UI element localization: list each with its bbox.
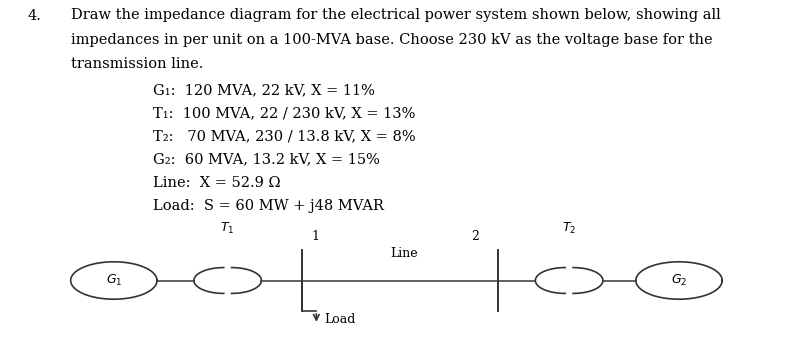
Text: Line: Line xyxy=(390,247,418,260)
Text: impedances in per unit on a 100-MVA base. Choose 230 kV as the voltage base for : impedances in per unit on a 100-MVA base… xyxy=(71,33,712,47)
Text: Line:  X = 52.9 Ω: Line: X = 52.9 Ω xyxy=(153,176,281,190)
Text: transmission line.: transmission line. xyxy=(71,57,203,71)
Text: Draw the impedance diagram for the electrical power system shown below, showing : Draw the impedance diagram for the elect… xyxy=(71,8,721,22)
Text: T₁:  100 MVA, 22 / 230 kV, X = 13%: T₁: 100 MVA, 22 / 230 kV, X = 13% xyxy=(153,106,415,120)
Text: G₁:  120 MVA, 22 kV, X = 11%: G₁: 120 MVA, 22 kV, X = 11% xyxy=(153,83,375,97)
Text: $T_1$: $T_1$ xyxy=(221,221,235,236)
Text: T₂:   70 MVA, 230 / 13.8 kV, X = 8%: T₂: 70 MVA, 230 / 13.8 kV, X = 8% xyxy=(153,130,416,143)
Text: $G_2$: $G_2$ xyxy=(671,273,687,288)
Text: G₂:  60 MVA, 13.2 kV, X = 15%: G₂: 60 MVA, 13.2 kV, X = 15% xyxy=(153,153,380,167)
Text: Load:  S = 60 MW + j48 MVAR: Load: S = 60 MW + j48 MVAR xyxy=(153,199,384,213)
Text: $T_2$: $T_2$ xyxy=(562,221,576,236)
Text: 1: 1 xyxy=(312,230,319,243)
Text: $G_1$: $G_1$ xyxy=(106,273,122,288)
Text: Load: Load xyxy=(324,313,356,326)
Text: 4.: 4. xyxy=(27,8,42,22)
Text: 2: 2 xyxy=(471,230,479,243)
